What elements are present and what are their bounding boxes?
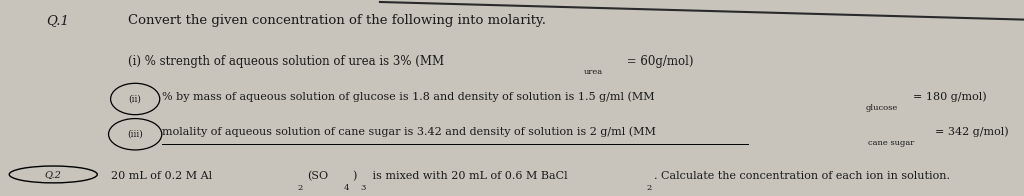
Text: = 180 g/mol): = 180 g/mol) [913,91,987,102]
Text: = 60g/mol): = 60g/mol) [623,55,693,68]
Text: Q.1: Q.1 [46,14,69,27]
Text: . Calculate the concentration of each ion in solution.: . Calculate the concentration of each io… [654,171,950,181]
Text: 3: 3 [360,184,366,192]
Text: (iii): (iii) [127,130,143,139]
Text: molality of aqueous solution of cane sugar is 3.42 and density of solution is 2 : molality of aqueous solution of cane sug… [162,126,655,137]
Text: = 342 g/mol): = 342 g/mol) [935,126,1009,137]
Text: % by mass of aqueous solution of glucose is 1.8 and density of solution is 1.5 g: % by mass of aqueous solution of glucose… [162,91,654,102]
Text: Q.2: Q.2 [45,170,61,179]
Text: is mixed with 20 mL of 0.6 M BaCl: is mixed with 20 mL of 0.6 M BaCl [369,171,567,181]
Text: 2: 2 [646,184,651,192]
Text: glucose: glucose [865,104,897,112]
Text: 2: 2 [298,184,303,192]
Text: (ii): (ii) [129,94,141,103]
Text: (i) % strength of aqueous solution of urea is 3% (MM: (i) % strength of aqueous solution of ur… [128,55,444,68]
Text: ): ) [352,171,356,181]
Text: cane sugar: cane sugar [868,139,914,147]
Text: 20 mL of 0.2 M Al: 20 mL of 0.2 M Al [111,171,212,181]
Text: Convert the given concentration of the following into molarity.: Convert the given concentration of the f… [128,14,546,27]
Text: (SO: (SO [307,171,329,181]
Text: 4: 4 [344,184,349,192]
Text: urea: urea [584,68,603,76]
